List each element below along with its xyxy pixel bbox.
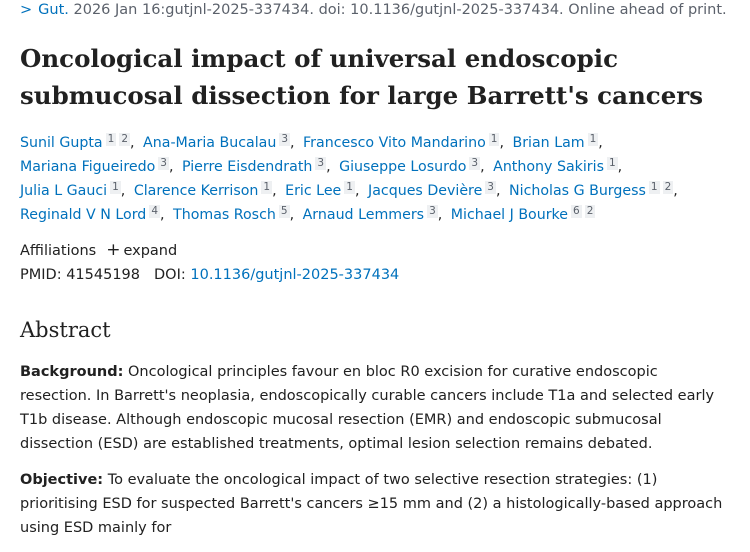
doi-label: DOI: [154, 267, 186, 283]
section-label: Objective: [20, 472, 104, 488]
author: Michael J Bourke 6 2 [450, 205, 596, 223]
author: Thomas Rosch 5 [173, 205, 298, 223]
affiliation-number[interactable]: 2 [662, 181, 674, 194]
affiliation-number[interactable]: 1 [587, 133, 599, 146]
author-link[interactable]: Francesco Vito Mandarino [303, 135, 486, 151]
identifiers: PMID: 41545198 DOI: 10.1136/gutjnl-2025-3… [20, 267, 399, 283]
author: Julia L Gauci 1 [20, 181, 129, 199]
affiliation-number[interactable]: 1 [110, 181, 121, 194]
author: Brian Lam 1 [512, 133, 607, 151]
affiliation-number[interactable]: 3 [469, 157, 481, 170]
affiliation-number[interactable]: 3 [315, 157, 327, 170]
author-link[interactable]: Reginald V N Lord [20, 207, 147, 223]
author: Reginald V N Lord 4 [20, 205, 169, 223]
abstract-section: Objective: To evaluate the oncological i… [20, 468, 732, 540]
affiliation-number[interactable]: 6 [571, 205, 582, 218]
author: Pierre Eisdendrath 3 [182, 157, 335, 175]
pmid-label: PMID: [20, 267, 62, 283]
author: Sunil Gupta 1 2 [20, 133, 139, 151]
section-label: Background: [20, 364, 124, 380]
doi-link[interactable]: 10.1136/gutjnl-2025-337434 [190, 267, 400, 283]
affiliation-number[interactable]: 2 [584, 205, 596, 218]
abstract-body: Background: Oncological principles favou… [20, 360, 732, 552]
author: Arnaud Lemmers 3 [302, 205, 446, 223]
author: Francesco Vito Mandarino 1 [303, 133, 508, 151]
author-link[interactable]: Anthony Sakiris [493, 159, 604, 175]
chevron-icon: > [20, 2, 33, 18]
abstract-section: Background: Oncological principles favou… [20, 360, 732, 456]
plus-icon[interactable]: + [106, 240, 121, 260]
expand-button[interactable]: expand [123, 243, 178, 259]
author: Eric Lee 1 [285, 181, 364, 199]
affiliations: Affiliations + expand [20, 240, 177, 260]
author: Nicholas G Burgess 1 2 [509, 181, 682, 199]
author-link[interactable]: Sunil Gupta [20, 135, 103, 151]
author-link[interactable]: Arnaud Lemmers [302, 207, 425, 223]
journal-link[interactable]: Gut. [38, 2, 69, 18]
affiliation-number[interactable]: 2 [119, 133, 131, 146]
author-link[interactable]: Julia L Gauci [20, 183, 108, 199]
author-link[interactable]: Pierre Eisdendrath [182, 159, 313, 175]
affiliation-number[interactable]: 1 [105, 133, 117, 146]
affiliation-number[interactable]: 1 [261, 181, 273, 194]
section-text: Oncological principles favour en bloc R0… [20, 364, 715, 452]
author: Clarence Kerrison 1 [133, 181, 281, 199]
affiliation-number[interactable]: 4 [149, 205, 160, 218]
author-link[interactable]: Giuseppe Losurdo [339, 159, 467, 175]
pmid: 41545198 [66, 267, 141, 283]
affiliation-number[interactable]: 3 [485, 181, 496, 194]
citation-details: 2026 Jan 16:gutjnl-2025-337434. doi: 10.… [73, 2, 727, 18]
author-link[interactable]: Brian Lam [512, 135, 585, 151]
author-link[interactable]: Nicholas G Burgess [509, 183, 646, 199]
affiliation-number[interactable]: 1 [344, 181, 355, 194]
abstract-heading: Abstract [20, 318, 111, 342]
section-text: To evaluate the oncological impact of tw… [20, 472, 723, 536]
page-body: > Gut. 2026 Jan 16:gutjnl-2025-337434. do… [20, 2, 732, 536]
author-link[interactable]: Clarence Kerrison [133, 183, 259, 199]
author: Ana-Maria Bucalau 3 [143, 133, 299, 151]
author-link[interactable]: Jacques Devière [368, 183, 483, 199]
author: Jacques Devière 3 [368, 181, 505, 199]
citation: > Gut. 2026 Jan 16:gutjnl-2025-337434. do… [20, 2, 727, 18]
author: Giuseppe Losurdo 3 [339, 157, 489, 175]
author-link[interactable]: Eric Lee [285, 183, 342, 199]
affiliation-number[interactable]: 3 [158, 157, 169, 170]
author: Anthony Sakiris 1 [493, 157, 626, 175]
affiliation-number[interactable]: 3 [279, 133, 291, 146]
page: PubMed article {"citation": {"journal": … [20, 2, 732, 536]
author-link[interactable]: Mariana Figueiredo [20, 159, 156, 175]
affiliation-number[interactable]: 3 [427, 205, 438, 218]
author: Mariana Figueiredo 3 [20, 157, 177, 175]
author-link[interactable]: Thomas Rosch [173, 207, 276, 223]
article-title: Oncological impact of universal endoscop… [20, 44, 703, 110]
affiliations-label: Affiliations [20, 243, 97, 259]
affiliation-number[interactable]: 1 [488, 133, 500, 146]
affiliation-number[interactable]: 1 [648, 181, 660, 194]
author-link[interactable]: Ana-Maria Bucalau [143, 135, 277, 151]
affiliation-number[interactable]: 5 [278, 205, 290, 218]
affiliation-number[interactable]: 1 [606, 157, 618, 170]
author-link[interactable]: Michael J Bourke [450, 207, 569, 223]
